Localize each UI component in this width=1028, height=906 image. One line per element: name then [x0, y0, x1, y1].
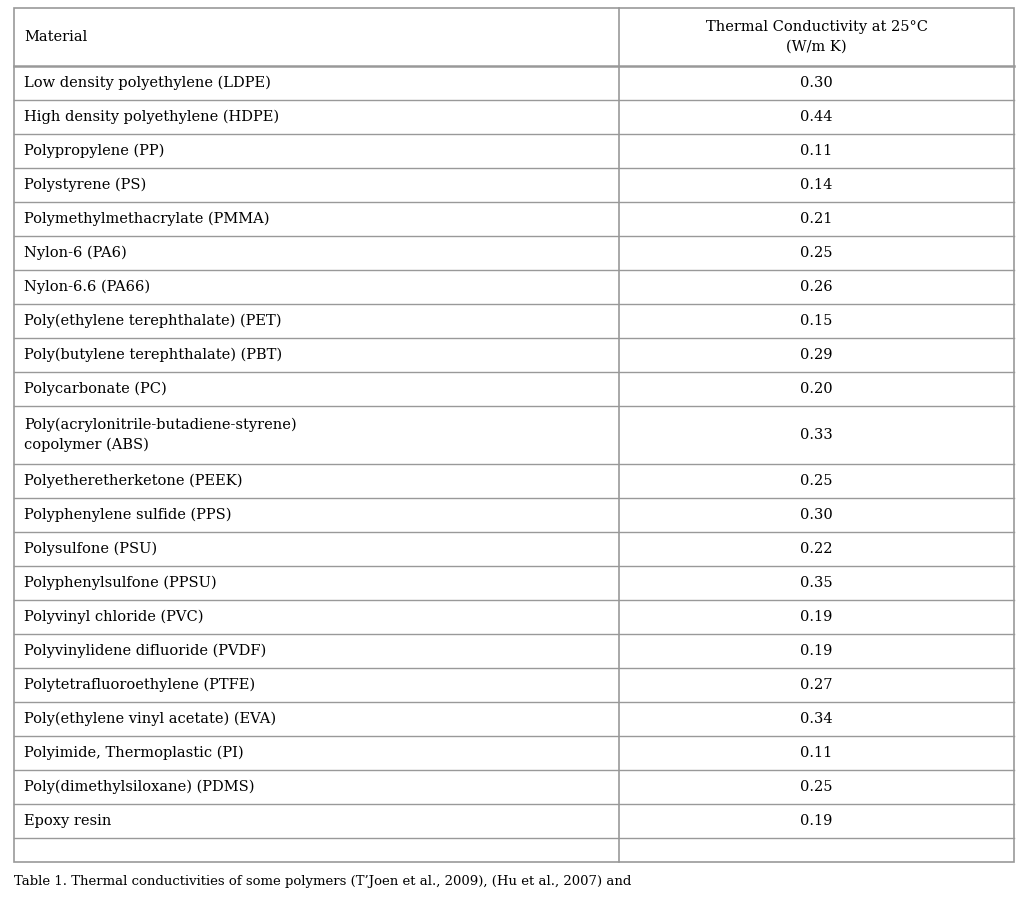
Text: Low density polyethylene (LDPE): Low density polyethylene (LDPE) [24, 76, 270, 91]
Text: 0.11: 0.11 [801, 746, 833, 760]
Text: 0.25: 0.25 [800, 246, 833, 260]
Text: Poly(ethylene terephthalate) (PET): Poly(ethylene terephthalate) (PET) [24, 313, 282, 328]
Text: Polypropylene (PP): Polypropylene (PP) [24, 144, 164, 159]
Text: Polysulfone (PSU): Polysulfone (PSU) [24, 542, 157, 556]
Text: Polyetheretherketone (PEEK): Polyetheretherketone (PEEK) [24, 474, 243, 488]
Text: Epoxy resin: Epoxy resin [24, 814, 111, 828]
Text: 0.15: 0.15 [801, 314, 833, 328]
Text: Polytetrafluoroethylene (PTFE): Polytetrafluoroethylene (PTFE) [24, 678, 255, 692]
Text: Poly(ethylene vinyl acetate) (EVA): Poly(ethylene vinyl acetate) (EVA) [24, 712, 277, 727]
Text: 0.22: 0.22 [800, 542, 833, 556]
Text: Polymethylmethacrylate (PMMA): Polymethylmethacrylate (PMMA) [24, 212, 269, 226]
Text: 0.33: 0.33 [800, 428, 833, 442]
Text: 0.19: 0.19 [801, 814, 833, 828]
Text: 0.35: 0.35 [800, 576, 833, 590]
Text: 0.25: 0.25 [800, 780, 833, 794]
Text: Poly(acrylonitrile-butadiene-styrene)
copolymer (ABS): Poly(acrylonitrile-butadiene-styrene) co… [24, 418, 297, 452]
Text: Poly(dimethylsiloxane) (PDMS): Poly(dimethylsiloxane) (PDMS) [24, 780, 255, 795]
Text: Nylon-6 (PA6): Nylon-6 (PA6) [24, 246, 126, 260]
Text: Polyvinyl chloride (PVC): Polyvinyl chloride (PVC) [24, 610, 204, 624]
Text: Poly(butylene terephthalate) (PBT): Poly(butylene terephthalate) (PBT) [24, 348, 282, 362]
Text: 0.30: 0.30 [800, 76, 833, 90]
Text: Polycarbonate (PC): Polycarbonate (PC) [24, 381, 167, 396]
Text: 0.25: 0.25 [800, 474, 833, 488]
Text: Table 1. Thermal conductivities of some polymers (T’Joen et al., 2009), (Hu et a: Table 1. Thermal conductivities of some … [14, 875, 631, 888]
Text: Polyphenylsulfone (PPSU): Polyphenylsulfone (PPSU) [24, 576, 217, 590]
Text: 0.26: 0.26 [800, 280, 833, 294]
Text: Polyphenylene sulfide (PPS): Polyphenylene sulfide (PPS) [24, 507, 231, 522]
Text: 0.21: 0.21 [801, 212, 833, 226]
Text: 0.34: 0.34 [800, 712, 833, 726]
Text: Material: Material [24, 30, 87, 44]
Text: 0.30: 0.30 [800, 508, 833, 522]
Text: Thermal Conductivity at 25°C
(W/m K): Thermal Conductivity at 25°C (W/m K) [705, 20, 927, 53]
Text: 0.29: 0.29 [800, 348, 833, 362]
Text: 0.11: 0.11 [801, 144, 833, 158]
Text: 0.44: 0.44 [800, 110, 833, 124]
Text: Polyimide, Thermoplastic (PI): Polyimide, Thermoplastic (PI) [24, 746, 244, 760]
Text: 0.19: 0.19 [801, 644, 833, 658]
Text: Nylon-6.6 (PA66): Nylon-6.6 (PA66) [24, 280, 150, 294]
Text: High density polyethylene (HDPE): High density polyethylene (HDPE) [24, 110, 280, 124]
Text: 0.27: 0.27 [800, 678, 833, 692]
Text: Polyvinylidene difluoride (PVDF): Polyvinylidene difluoride (PVDF) [24, 644, 266, 658]
Text: 0.14: 0.14 [801, 178, 833, 192]
Text: 0.20: 0.20 [800, 382, 833, 396]
Text: Polystyrene (PS): Polystyrene (PS) [24, 178, 146, 192]
Text: 0.19: 0.19 [801, 610, 833, 624]
